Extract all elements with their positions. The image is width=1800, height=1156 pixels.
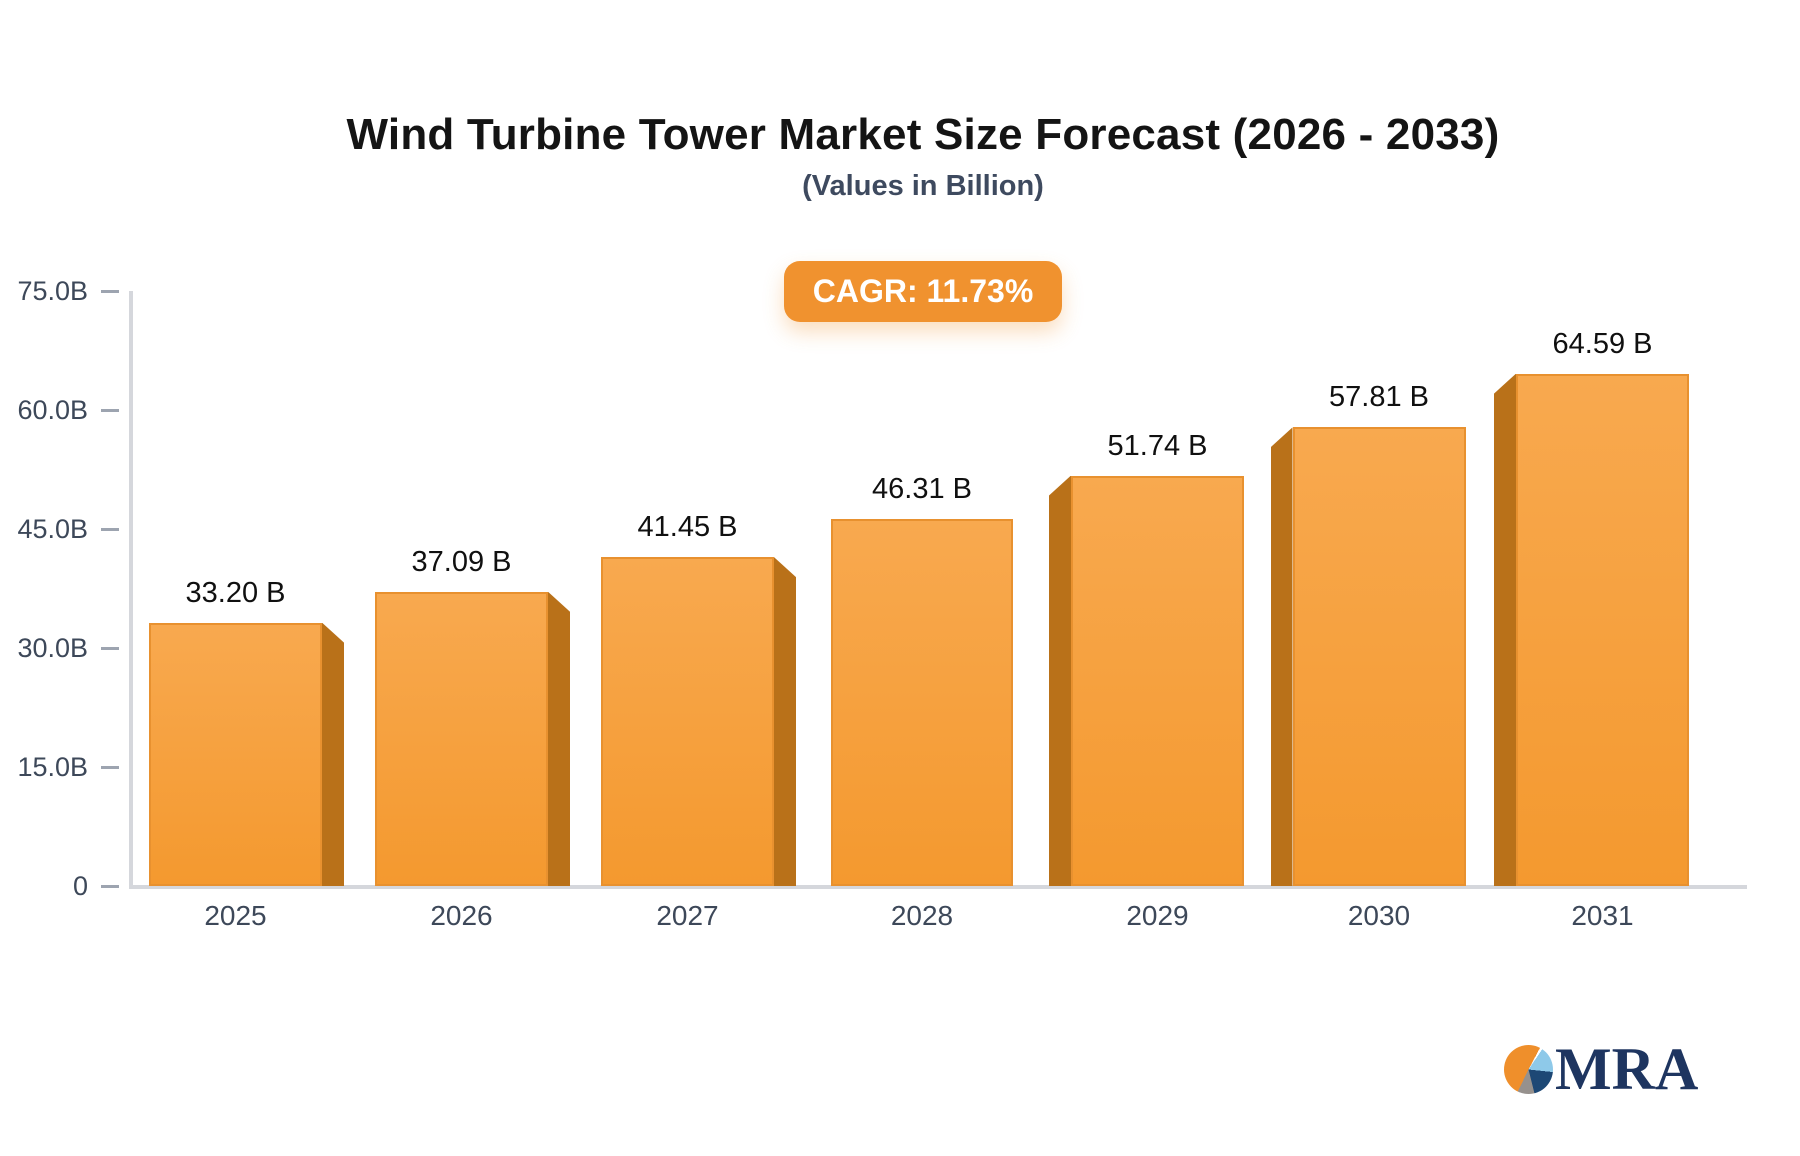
bar-value-label: 37.09 B [411,545,512,578]
y-axis-tick [101,765,119,769]
logo-pie-icon [1504,1044,1553,1094]
chart-subtitle: (Values in Billion) [802,170,1044,202]
y-axis-tick [101,408,119,412]
bar-side-3d [1049,475,1071,886]
x-axis-line [129,885,1747,889]
cagr-badge: CAGR: 11.73% [784,261,1062,322]
x-axis-label: 2028 [890,900,954,931]
bar-2026 [375,591,548,886]
y-axis-tick [101,884,119,888]
bar-value-label: 64.59 B [1552,327,1653,360]
logo-text: MRA [1555,1036,1699,1102]
bar-2028 [831,518,1013,886]
bar-2031 [1516,373,1689,886]
bar-value-label: 41.45 B [637,511,738,544]
bar-value-label: 33.20 B [185,576,286,609]
chart-title: Wind Turbine Tower Market Size Forecast … [346,110,1500,159]
bar-value-label: 46.31 B [872,472,972,505]
y-axis-tick [101,646,119,650]
x-axis-label: 2025 [204,900,267,931]
bar-2027 [601,557,774,886]
bar-value-label: 57.81 B [1329,381,1429,414]
y-axis-label: 45.0B [17,514,88,544]
x-axis-label: 2027 [656,900,719,931]
bar-side-3d [1270,427,1293,886]
x-axis-label: 2029 [1126,900,1189,931]
x-axis-label: 2030 [1347,900,1411,931]
y-axis-label: 0 [72,871,88,901]
x-axis-label: 2026 [430,900,493,931]
y-axis-label: 15.0B [17,752,88,782]
y-axis-label: 60.0B [17,395,88,425]
y-axis-line [129,291,133,887]
y-axis-label: 75.0B [17,276,88,306]
bar-value-label: 51.74 B [1107,429,1208,462]
x-axis-label: 2031 [1571,900,1634,931]
bar-2030 [1292,427,1466,886]
mra-logo: MRA [1504,1032,1698,1106]
bar-side-3d [322,622,344,886]
bar-side-3d [548,591,570,886]
y-axis-tick [101,289,119,293]
bar-2025 [149,622,322,886]
bar-side-3d [1494,373,1516,886]
y-axis-label: 30.0B [17,633,88,663]
bar-side-3d [774,557,796,886]
bar-2029 [1071,475,1244,886]
y-axis-tick [101,527,119,531]
